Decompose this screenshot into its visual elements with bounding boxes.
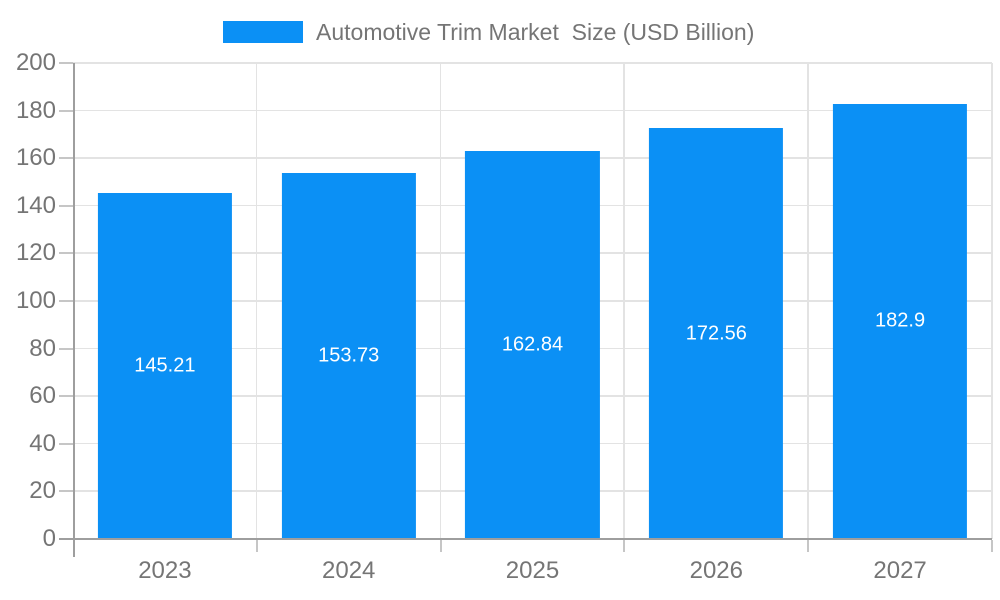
gridline-vertical (807, 63, 809, 539)
gridline-vertical (255, 63, 258, 539)
y-axis-tick (59, 347, 73, 350)
y-axis-tick (59, 157, 73, 160)
x-axis-tick (439, 540, 442, 552)
x-axis-tick (807, 540, 810, 552)
y-axis-tick (59, 395, 73, 398)
y-axis-tick (59, 300, 73, 302)
bar-value-label: 162.84 (501, 333, 564, 356)
legend-label: Automotive Trim Market Size (USD Billion… (316, 19, 755, 45)
y-axis-tick (59, 490, 73, 493)
y-tick-label: 40 (29, 429, 56, 457)
y-tick-label: 0 (42, 525, 56, 552)
y-tick-label: 180 (15, 96, 56, 124)
category-band: 145.21 (73, 63, 257, 539)
bar-value-label: 153.73 (318, 344, 380, 367)
y-axis-labels: 0 20 40 60 80 100 120 140 160 180 200 (0, 51, 56, 551)
x-axis-tick (255, 540, 258, 552)
y-axis-tick (59, 538, 73, 540)
bar[interactable]: 145.21 (97, 193, 232, 539)
gridline-vertical (991, 63, 993, 539)
x-axis-line (73, 538, 992, 540)
bar[interactable]: 153.73 (281, 173, 416, 539)
x-tick-label: 2025 (505, 557, 560, 584)
bar[interactable]: 182.9 (833, 103, 968, 539)
category-band: 182.9 (808, 63, 992, 539)
x-axis-labels: 2023 2024 2025 2026 2027 (73, 556, 992, 586)
x-tick-label: 2024 (322, 557, 376, 584)
bar-value-label: 172.56 (685, 322, 747, 345)
y-axis-tick (59, 252, 73, 255)
x-axis-tick (991, 540, 993, 552)
x-axis-tick (623, 540, 626, 552)
gridline-horizontal (73, 62, 992, 64)
legend: Automotive Trim Market Size (USD Billion… (223, 19, 754, 45)
y-tick-label: 20 (29, 477, 56, 505)
y-axis-line (73, 63, 75, 557)
category-band: 172.56 (624, 63, 808, 539)
y-axis-tick (59, 109, 73, 112)
y-tick-label: 160 (15, 144, 56, 172)
y-tick-label: 120 (15, 239, 56, 267)
y-tick-label: 100 (15, 287, 56, 314)
y-tick-label: 60 (29, 382, 56, 410)
bar-value-label: 182.9 (875, 309, 926, 332)
x-tick-label: 2026 (689, 557, 743, 584)
y-axis-tick (59, 62, 73, 64)
x-tick-label: 2027 (873, 557, 927, 584)
category-band: 162.84 (441, 63, 625, 539)
gridline-vertical (439, 63, 442, 539)
y-tick-label: 200 (15, 49, 56, 76)
legend-swatch (223, 21, 303, 43)
gridline-horizontal (73, 109, 992, 112)
category-band: 153.73 (257, 63, 441, 539)
y-tick-label: 140 (15, 191, 56, 219)
y-axis-tick (59, 442, 73, 445)
bar[interactable]: 162.84 (465, 151, 600, 539)
y-axis-tick (59, 204, 73, 207)
bar[interactable]: 172.56 (649, 128, 784, 539)
x-tick-label: 2023 (138, 557, 192, 584)
y-tick-label: 80 (29, 334, 56, 362)
plot-area: 145.21 153.73 162.84 172.56 182.9 (59, 62, 993, 557)
gridline-vertical (623, 63, 625, 539)
bar-value-label: 145.21 (134, 354, 196, 377)
